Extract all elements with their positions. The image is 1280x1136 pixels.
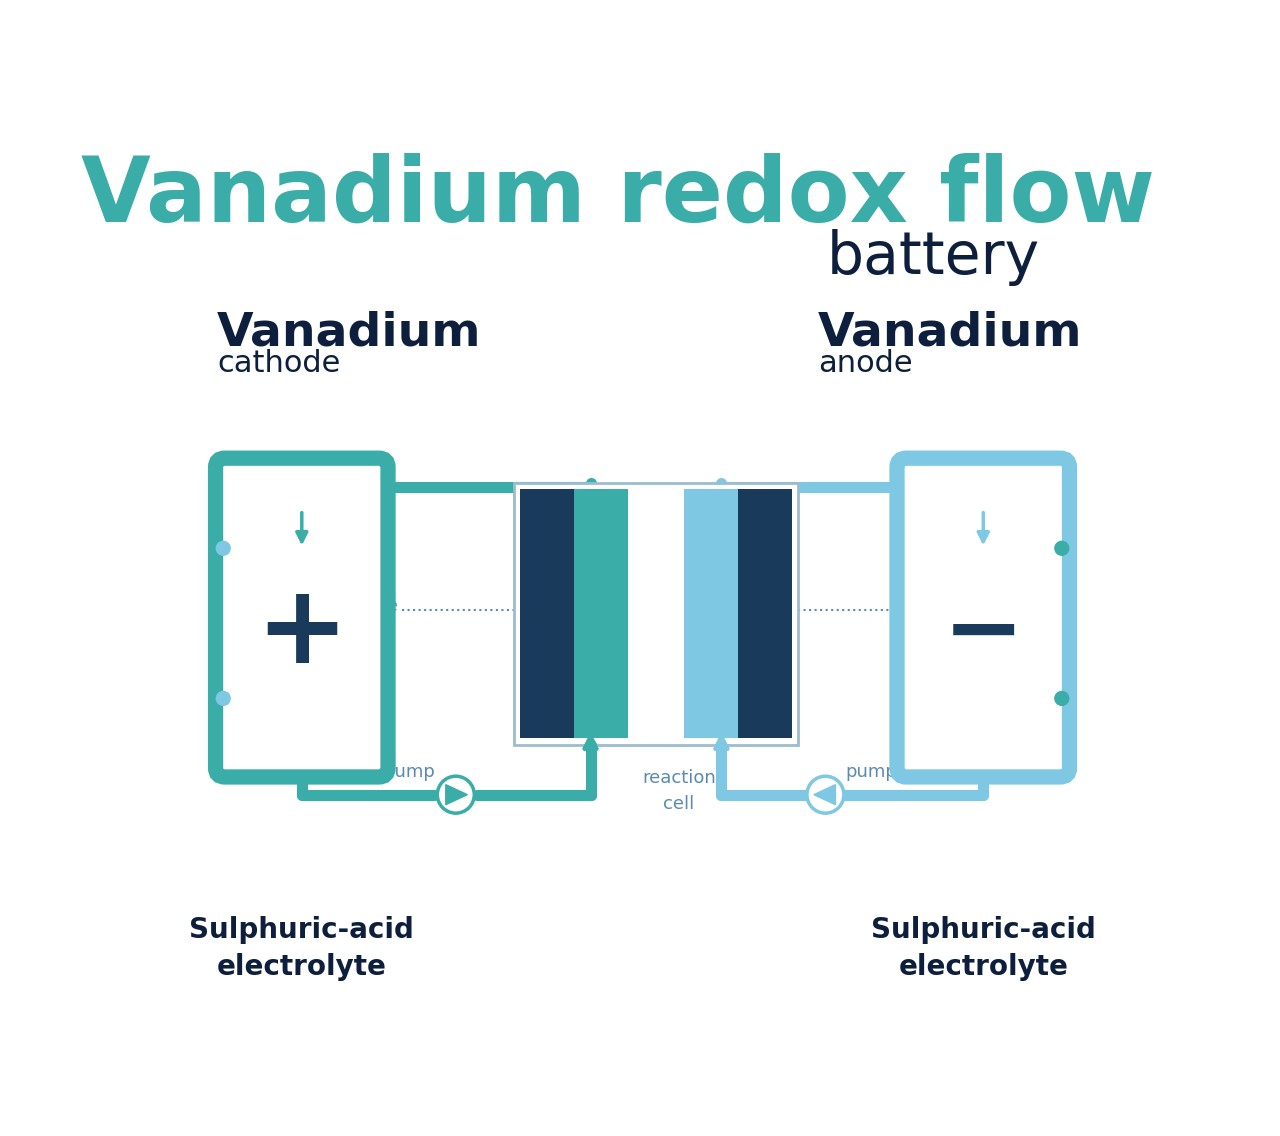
Text: Sulphuric-acid
electrolyte: Sulphuric-acid electrolyte [189, 917, 415, 982]
FancyBboxPatch shape [215, 458, 388, 777]
Bar [520, 488, 573, 738]
Text: electrode: electrode [314, 598, 398, 615]
Circle shape [1055, 542, 1069, 556]
FancyBboxPatch shape [897, 458, 1070, 777]
Bar [573, 488, 627, 738]
Text: anode: anode [818, 349, 913, 378]
Circle shape [806, 776, 844, 813]
Text: Vanadium: Vanadium [818, 310, 1082, 356]
Text: +: + [255, 579, 348, 686]
Circle shape [216, 692, 230, 705]
FancyBboxPatch shape [914, 475, 1052, 760]
Text: pump: pump [846, 762, 897, 780]
Text: Vanadium: Vanadium [218, 310, 481, 356]
Text: Vanadium redox flow: Vanadium redox flow [81, 152, 1155, 241]
Text: reaction
cell: reaction cell [643, 769, 716, 813]
Circle shape [1055, 692, 1069, 705]
Polygon shape [814, 785, 836, 804]
Text: −: − [942, 586, 1024, 679]
Text: Sulphuric-acid
electrolyte: Sulphuric-acid electrolyte [870, 917, 1096, 982]
Circle shape [216, 542, 230, 556]
Text: pump: pump [384, 762, 435, 780]
Bar [739, 488, 792, 738]
Text: electrode: electrode [914, 598, 998, 615]
Polygon shape [445, 785, 467, 804]
FancyBboxPatch shape [233, 475, 371, 760]
Bar [685, 488, 739, 738]
Circle shape [438, 776, 475, 813]
Bar [513, 483, 799, 744]
Text: cathode: cathode [218, 349, 340, 378]
Text: battery: battery [827, 229, 1039, 286]
